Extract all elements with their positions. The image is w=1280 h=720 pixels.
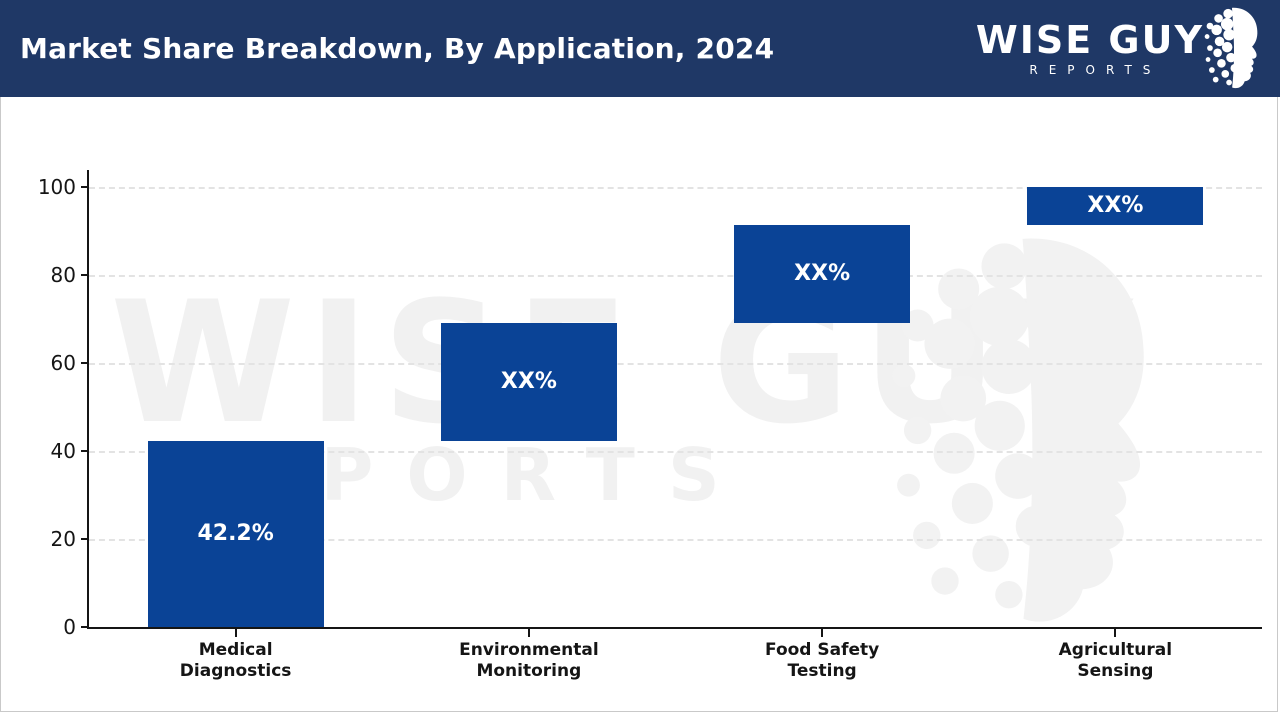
chart-area: WISE GUY REPORTS 0 20 40 60 80 100 42.2% Medica… (0, 97, 1280, 720)
y-tick-label: 60 (50, 351, 76, 375)
bar-agricultural-sensing: XX% (1027, 187, 1204, 226)
watermark-face-icon (892, 238, 1144, 622)
bar-value-label: XX% (794, 261, 851, 287)
bar-value-label: XX% (1087, 193, 1144, 218)
grid-line (89, 187, 1262, 189)
grid-line (89, 363, 1262, 365)
logo-brand-subtitle: REPORTS (1029, 62, 1162, 77)
bar-value-label: 42.2% (197, 521, 274, 547)
y-tick-label: 40 (50, 439, 76, 463)
y-tick-label: 0 (63, 615, 76, 639)
y-tick-mark (81, 362, 89, 364)
header-bar: Market Share Breakdown, By Application, … (0, 0, 1280, 97)
y-tick-label: 20 (50, 527, 76, 551)
page-title: Market Share Breakdown, By Application, … (20, 32, 775, 65)
bar-environmental-monitoring: XX% (440, 323, 617, 442)
grid-line (89, 275, 1262, 277)
x-tick-mark (1114, 629, 1117, 637)
y-tick-mark (81, 186, 89, 188)
wiseguy-face-icon (1204, 7, 1258, 88)
bar-value-label: XX% (500, 369, 557, 395)
x-tick-mark (527, 629, 530, 637)
x-tick-mark (821, 629, 824, 637)
grid-line (89, 451, 1262, 453)
wiseguy-logo: WISE GUY REPORTS (976, 5, 1262, 93)
x-axis-label: Environmental Monitoring (459, 640, 599, 681)
x-axis-label: Agricultural Sensing (1058, 640, 1173, 681)
y-tick-mark (81, 538, 89, 540)
grid-line (89, 539, 1262, 541)
x-axis-label: Food Safety Testing (765, 640, 880, 681)
y-axis-line (87, 170, 89, 629)
logo-brand-name: WISE GUY (975, 17, 1204, 62)
x-axis-label: Medical Diagnostics (179, 640, 292, 681)
y-tick-mark (81, 626, 89, 628)
bar-food-safety-testing: XX% (734, 225, 911, 324)
y-tick-label: 80 (50, 263, 76, 287)
y-tick-label: 100 (37, 175, 76, 199)
bar-medical-diagnostics: 42.2% (147, 441, 324, 627)
wiseguy-logo-text: WISE GUY REPORTS (976, 21, 1204, 77)
x-axis-line (87, 627, 1262, 629)
y-tick-mark (81, 274, 89, 276)
y-tick-mark (81, 450, 89, 452)
x-tick-mark (234, 629, 237, 637)
